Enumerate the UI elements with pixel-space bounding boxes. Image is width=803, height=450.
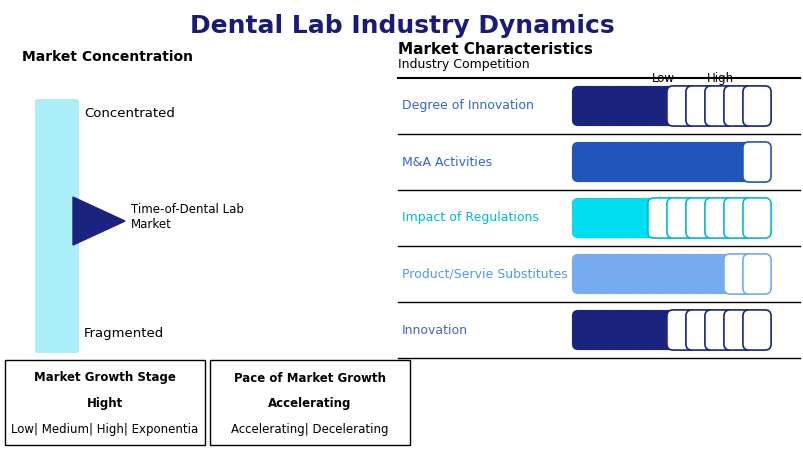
- FancyBboxPatch shape: [685, 198, 713, 238]
- FancyBboxPatch shape: [723, 86, 751, 126]
- FancyBboxPatch shape: [609, 142, 638, 182]
- FancyBboxPatch shape: [704, 310, 732, 350]
- FancyBboxPatch shape: [742, 86, 770, 126]
- FancyBboxPatch shape: [742, 254, 770, 294]
- FancyBboxPatch shape: [685, 254, 713, 294]
- FancyBboxPatch shape: [609, 198, 638, 238]
- FancyBboxPatch shape: [609, 254, 638, 294]
- Text: Dental Lab Industry Dynamics: Dental Lab Industry Dynamics: [190, 14, 613, 38]
- Text: Low: Low: [651, 72, 675, 85]
- FancyBboxPatch shape: [647, 254, 675, 294]
- FancyBboxPatch shape: [742, 142, 770, 182]
- FancyBboxPatch shape: [647, 86, 675, 126]
- FancyBboxPatch shape: [571, 254, 599, 294]
- FancyBboxPatch shape: [704, 198, 732, 238]
- Text: Pace of Market Growth: Pace of Market Growth: [234, 372, 385, 384]
- Text: Hight: Hight: [87, 397, 123, 410]
- Text: Time-of-Dental Lab
Market: Time-of-Dental Lab Market: [131, 203, 243, 231]
- FancyBboxPatch shape: [723, 254, 751, 294]
- FancyBboxPatch shape: [609, 86, 638, 126]
- Text: Accelerating: Accelerating: [268, 397, 351, 410]
- Text: Market Characteristics: Market Characteristics: [397, 42, 592, 57]
- FancyBboxPatch shape: [685, 86, 713, 126]
- Text: Industry Competition: Industry Competition: [397, 58, 529, 71]
- Text: Impact of Regulations: Impact of Regulations: [402, 212, 538, 225]
- FancyBboxPatch shape: [590, 142, 618, 182]
- FancyBboxPatch shape: [571, 198, 599, 238]
- Polygon shape: [73, 197, 124, 245]
- FancyBboxPatch shape: [210, 360, 410, 445]
- FancyBboxPatch shape: [666, 142, 695, 182]
- FancyBboxPatch shape: [609, 310, 638, 350]
- FancyBboxPatch shape: [742, 198, 770, 238]
- FancyBboxPatch shape: [723, 142, 751, 182]
- Text: Market Growth Stage: Market Growth Stage: [34, 372, 176, 384]
- FancyBboxPatch shape: [590, 310, 618, 350]
- FancyBboxPatch shape: [666, 86, 695, 126]
- FancyBboxPatch shape: [704, 254, 732, 294]
- Text: Fragmented: Fragmented: [84, 327, 164, 340]
- FancyBboxPatch shape: [628, 310, 656, 350]
- FancyBboxPatch shape: [5, 360, 205, 445]
- FancyBboxPatch shape: [571, 310, 599, 350]
- Text: Accelerating| Decelerating: Accelerating| Decelerating: [231, 423, 389, 436]
- FancyBboxPatch shape: [742, 310, 770, 350]
- Text: Concentrated: Concentrated: [84, 107, 175, 120]
- FancyBboxPatch shape: [628, 198, 656, 238]
- Text: Innovation: Innovation: [402, 324, 467, 337]
- FancyBboxPatch shape: [666, 254, 695, 294]
- FancyBboxPatch shape: [571, 86, 599, 126]
- FancyBboxPatch shape: [590, 198, 618, 238]
- FancyBboxPatch shape: [685, 142, 713, 182]
- FancyBboxPatch shape: [628, 254, 656, 294]
- Text: M&A Activities: M&A Activities: [402, 156, 491, 168]
- FancyBboxPatch shape: [647, 310, 675, 350]
- Text: Low| Medium| High| Exponentia: Low| Medium| High| Exponentia: [11, 423, 198, 436]
- Text: Degree of Innovation: Degree of Innovation: [402, 99, 533, 112]
- FancyBboxPatch shape: [571, 142, 599, 182]
- Text: Product/Servie Substitutes: Product/Servie Substitutes: [402, 267, 567, 280]
- FancyBboxPatch shape: [704, 142, 732, 182]
- FancyBboxPatch shape: [666, 198, 695, 238]
- FancyBboxPatch shape: [647, 142, 675, 182]
- Text: Market Concentration: Market Concentration: [22, 50, 193, 64]
- FancyBboxPatch shape: [666, 310, 695, 350]
- FancyBboxPatch shape: [590, 254, 618, 294]
- FancyBboxPatch shape: [628, 86, 656, 126]
- FancyBboxPatch shape: [590, 86, 618, 126]
- FancyBboxPatch shape: [685, 310, 713, 350]
- FancyBboxPatch shape: [647, 198, 675, 238]
- Text: High: High: [706, 72, 733, 85]
- FancyBboxPatch shape: [628, 142, 656, 182]
- FancyBboxPatch shape: [704, 86, 732, 126]
- FancyBboxPatch shape: [723, 310, 751, 350]
- FancyBboxPatch shape: [35, 99, 79, 353]
- FancyBboxPatch shape: [723, 198, 751, 238]
